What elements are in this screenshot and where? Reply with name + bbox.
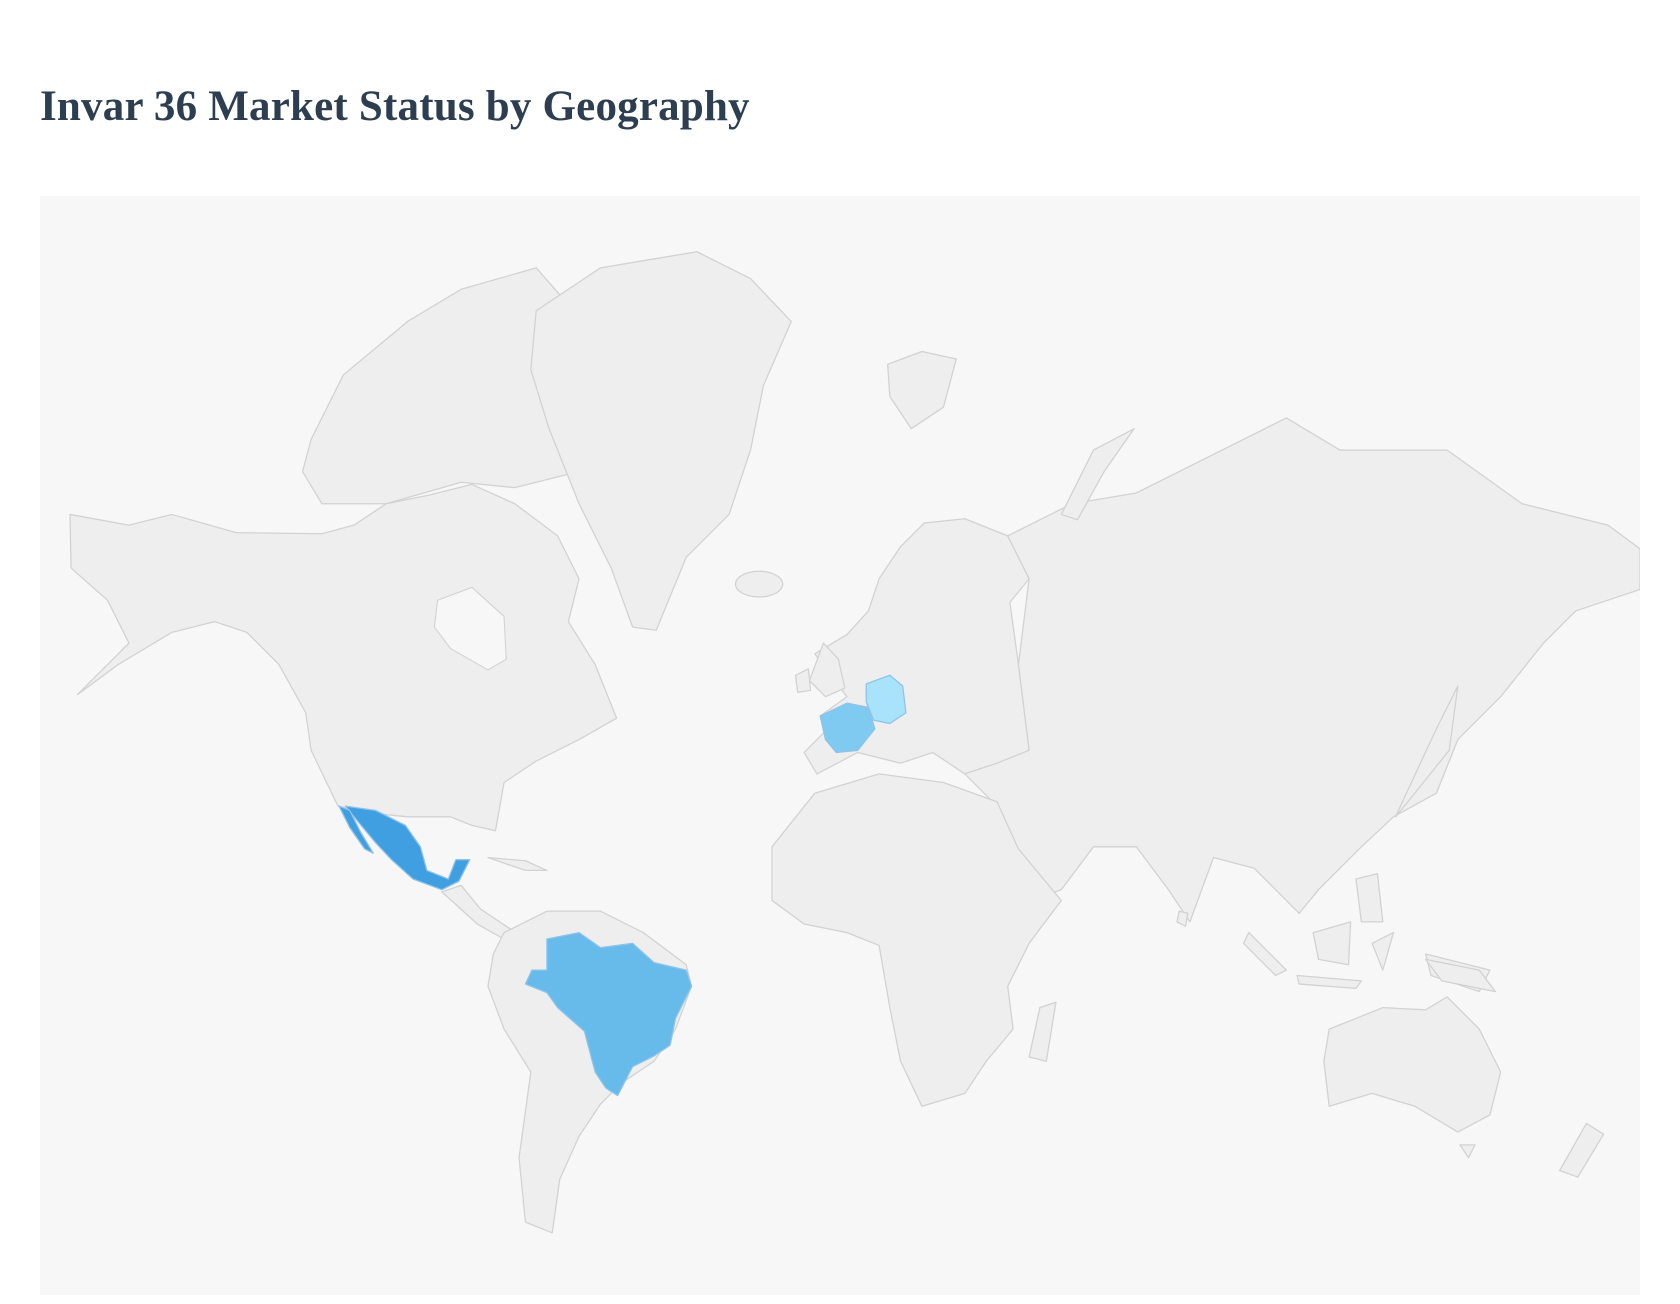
united-kingdom — [808, 642, 846, 698]
tasmania — [1459, 1144, 1476, 1159]
region-brazil[interactable] — [524, 931, 693, 1097]
madagascar — [1028, 1001, 1057, 1062]
north-america — [69, 483, 618, 832]
new-zealand — [1558, 1122, 1605, 1178]
new-guinea — [1425, 958, 1496, 993]
sri-lanka — [1176, 910, 1189, 927]
iceland — [734, 570, 784, 598]
region-france[interactable] — [819, 702, 876, 754]
novaya-zemlya — [1060, 428, 1135, 521]
japan — [1395, 685, 1459, 818]
world-map-svg[interactable] — [40, 196, 1640, 1295]
hudson-bay — [433, 586, 507, 671]
africa — [771, 773, 1062, 1107]
asia — [964, 417, 1640, 923]
region-mexico[interactable] — [344, 805, 471, 891]
world-map[interactable] — [40, 196, 1640, 1295]
australia — [1323, 996, 1502, 1133]
svalbard — [887, 350, 957, 430]
region-germany[interactable] — [865, 674, 907, 725]
ireland — [794, 668, 812, 694]
region-mexico-baja[interactable] — [338, 805, 374, 854]
page-title: Invar 36 Market Status by Geography — [40, 83, 750, 130]
greenland — [530, 251, 792, 631]
central-america — [441, 884, 514, 940]
cuba — [487, 856, 548, 872]
